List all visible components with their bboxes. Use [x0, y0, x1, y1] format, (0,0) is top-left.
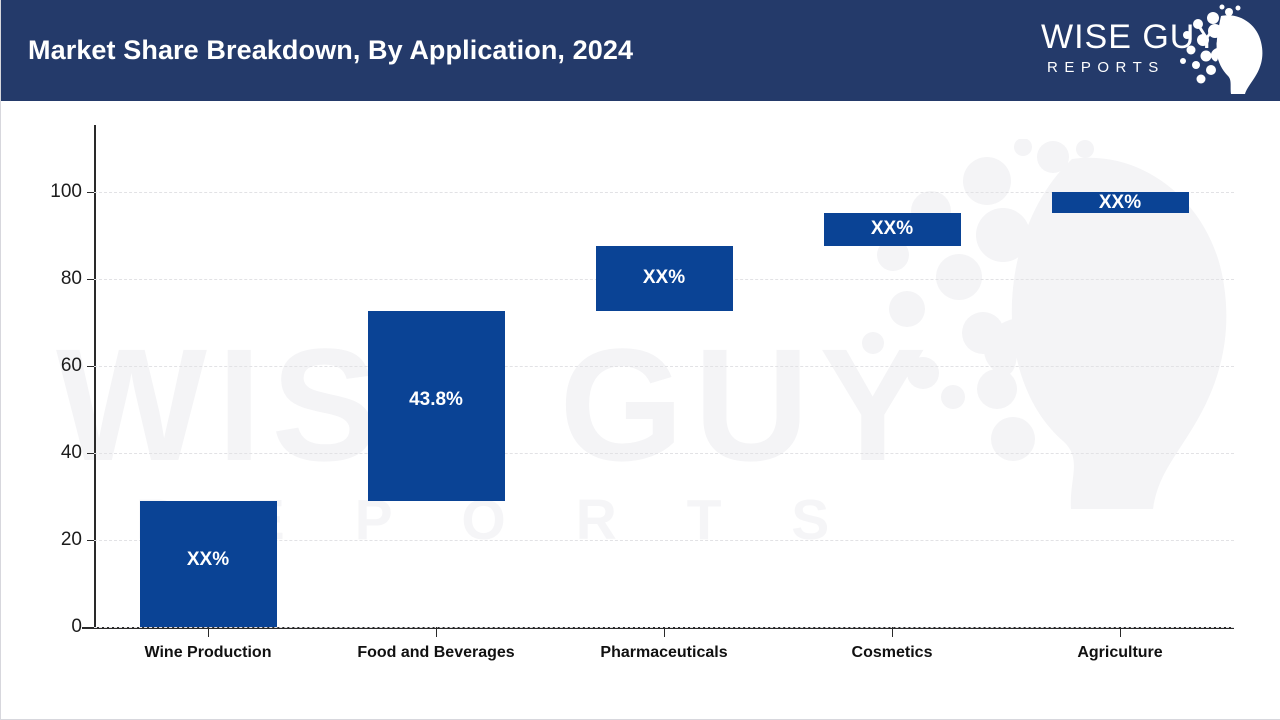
plot-area: 0 20 40 60 80 100 XX% 43.8% XX% XX% XX% Wine Prod…: [50, 125, 1234, 661]
y-tick-mark: [87, 279, 94, 281]
y-tick-label: 0: [71, 616, 82, 637]
bar-wine-production[interactable]: XX%: [139, 500, 277, 627]
bar-cosmetics[interactable]: XX%: [823, 212, 961, 246]
x-tick-mark: [892, 627, 893, 637]
bar-value-label: XX%: [870, 218, 914, 240]
x-axis-spine: [82, 627, 1234, 629]
gridline: [94, 366, 1234, 368]
y-axis-spine: [94, 125, 96, 627]
gridline: [94, 192, 1234, 194]
page-header: Market Share Breakdown, By Application, …: [1, 0, 1280, 101]
y-tick-mark: [87, 540, 94, 542]
chart-canvas: WISE GUY R E P O R T S 0 20 4: [1, 101, 1280, 719]
bar-value-label: XX%: [1098, 191, 1142, 213]
svg-text:REPORTS: REPORTS: [1047, 59, 1165, 76]
gridline: [94, 540, 1234, 542]
x-tick-mark: [436, 627, 437, 637]
y-tick-label: 40: [60, 442, 82, 464]
x-tick-label-pharmaceuticals: Pharmaceuticals: [600, 644, 728, 661]
y-tick-label: 20: [60, 529, 82, 551]
bar-value-label: XX%: [186, 549, 230, 571]
y-tick-mark: [87, 627, 94, 628]
y-tick-label: 60: [60, 355, 82, 377]
x-tick-label-food-and-beverages: Food and Beverages: [357, 644, 515, 661]
x-tick-mark: [1120, 627, 1121, 637]
bar-food-and-beverages[interactable]: 43.8%: [367, 310, 505, 501]
bar-agriculture[interactable]: XX%: [1051, 191, 1189, 213]
y-tick-mark: [87, 453, 94, 455]
y-tick-label: 100: [50, 181, 82, 203]
bar-value-label: 43.8%: [409, 389, 463, 411]
x-tick-label-agriculture: Agriculture: [1077, 644, 1163, 661]
y-tick-mark: [87, 366, 94, 368]
x-tick-mark: [208, 627, 209, 637]
bar-pharmaceuticals[interactable]: XX%: [595, 245, 733, 311]
y-tick-mark: [87, 192, 94, 194]
y-tick-label: 80: [60, 268, 82, 290]
page-title: Market Share Breakdown, By Application, …: [28, 35, 634, 65]
wise-guy-reports-logo: WISE GUY REPORTS: [1041, 4, 1263, 95]
gridline: [94, 453, 1234, 455]
x-tick-mark: [664, 627, 665, 637]
x-tick-label-cosmetics: Cosmetics: [851, 644, 933, 661]
bar-value-label: XX%: [642, 267, 686, 289]
x-tick-label-wine-production: Wine Production: [144, 644, 272, 661]
